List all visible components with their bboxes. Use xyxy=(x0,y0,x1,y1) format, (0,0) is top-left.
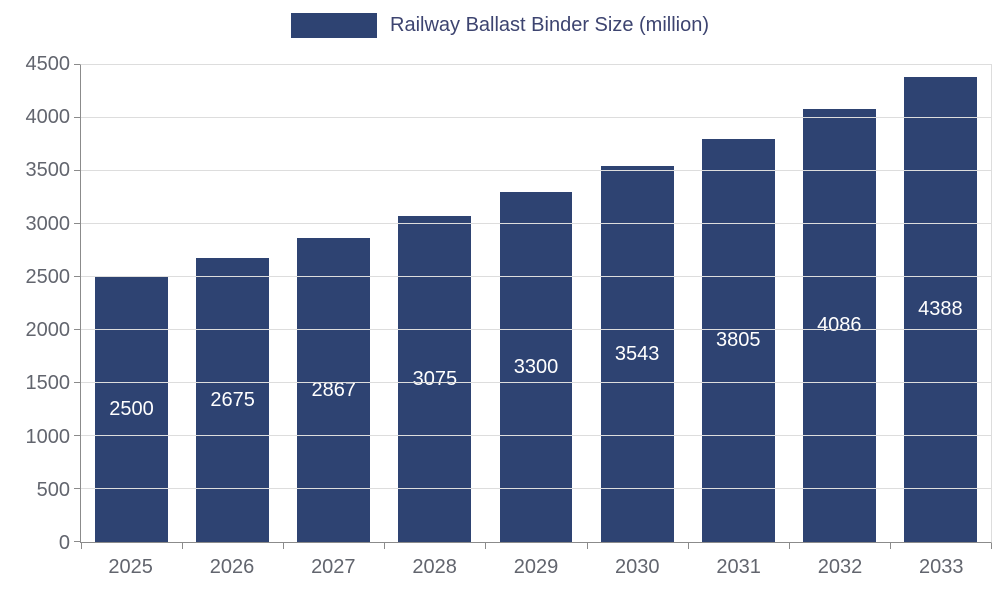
gridline xyxy=(81,170,991,171)
bar-column: 2867 xyxy=(283,65,384,542)
bar-value-label: 3300 xyxy=(513,355,559,378)
bar[interactable]: 2675 xyxy=(196,258,270,542)
bar-column: 3300 xyxy=(485,65,586,542)
bar[interactable]: 3075 xyxy=(398,216,472,542)
y-axis-tick xyxy=(74,541,80,542)
bar-value-label: 2675 xyxy=(210,388,255,411)
y-axis-tick-label: 2000 xyxy=(25,319,71,342)
x-axis-labels: 2025 2026 2027 2028 2029 2030 2031 2032 2033 xyxy=(80,556,992,579)
x-axis-category-label: 2029 xyxy=(513,556,559,578)
bar-column: 2500 xyxy=(81,65,182,542)
bar-value-label: 3543 xyxy=(614,342,660,365)
gridline xyxy=(81,435,991,436)
y-axis-tick-label: 0 xyxy=(58,532,70,554)
gridline xyxy=(81,117,991,118)
bar-column: 3805 xyxy=(688,65,789,542)
y-axis-tick-label: 1500 xyxy=(25,372,71,395)
y-axis-tick-label: 2500 xyxy=(25,265,71,288)
bar-value-label: 3805 xyxy=(715,328,761,351)
x-axis-category-label: 2025 xyxy=(108,556,153,578)
y-axis-tick-label: 3000 xyxy=(25,212,71,235)
x-axis-tick xyxy=(586,543,588,549)
x-axis-tick xyxy=(889,543,891,549)
x-axis-tick xyxy=(485,543,487,549)
bar[interactable]: 2867 xyxy=(297,238,371,542)
x-axis-category-label: 2032 xyxy=(817,556,863,578)
bar-value-label: 2500 xyxy=(109,398,154,420)
bar-column: 4388 xyxy=(890,65,991,542)
gridline xyxy=(81,329,991,330)
gridline xyxy=(81,276,991,277)
y-axis-tick xyxy=(74,64,80,65)
gridline xyxy=(81,488,991,489)
gridline xyxy=(81,223,991,225)
x-axis-category-label: 2031 xyxy=(716,556,761,578)
bar[interactable]: 3805 xyxy=(701,138,775,542)
bar-value-label: 4388 xyxy=(918,297,963,320)
y-axis-tick xyxy=(74,223,80,225)
y-axis-tick xyxy=(74,488,80,489)
plot-area: 2500 2675 2867 3075 3300 3543 3805 4086 4388 xyxy=(74,64,992,549)
bar[interactable]: 3543 xyxy=(600,166,674,542)
bar-value-label: 4086 xyxy=(817,313,862,336)
bar-column: 3075 xyxy=(384,65,485,542)
legend-label: Railway Ballast Binder Size (million) xyxy=(390,14,709,36)
bar-value-label: 2867 xyxy=(311,378,357,401)
legend-swatch-icon xyxy=(291,13,377,38)
gridline xyxy=(81,382,991,384)
x-axis-tick xyxy=(788,543,790,549)
y-axis-tick-label: 3500 xyxy=(25,159,71,182)
y-axis-tick xyxy=(74,382,80,384)
x-axis-tick xyxy=(81,543,82,549)
bar[interactable]: 3300 xyxy=(499,192,573,542)
legend[interactable]: Railway Ballast Binder Size (million) xyxy=(0,13,1000,38)
x-axis-tick xyxy=(991,543,992,549)
x-axis-category-label: 2028 xyxy=(412,556,457,578)
y-axis-tick xyxy=(74,170,80,171)
x-axis-category-label: 2030 xyxy=(615,556,660,578)
y-axis-tick xyxy=(74,276,80,277)
y-axis-tick-label: 1000 xyxy=(25,425,71,448)
bar-column: 2675 xyxy=(182,65,283,542)
x-axis-category-label: 2033 xyxy=(919,556,964,578)
y-axis-tick-label: 4000 xyxy=(25,106,71,129)
y-axis-tick xyxy=(74,329,80,330)
x-axis-tick xyxy=(384,543,386,549)
x-axis-tick xyxy=(283,543,285,549)
bar[interactable]: 4388 xyxy=(904,76,977,542)
x-axis-tick xyxy=(687,543,689,549)
y-axis-tick xyxy=(74,117,80,118)
x-axis-category-label: 2026 xyxy=(209,556,255,578)
y-axis-tick-label: 500 xyxy=(36,478,70,501)
x-axis-tick xyxy=(182,543,184,549)
y-axis-tick xyxy=(74,435,80,436)
y-axis: 0 500 1000 1500 2000 2500 3000 3500 4000 4500 xyxy=(0,54,71,553)
bars-container: 2500 2675 2867 3075 3300 3543 3805 4086 4388 xyxy=(81,65,991,542)
bar-value-label: 3075 xyxy=(412,367,458,390)
bar-column: 4086 xyxy=(789,65,890,542)
y-axis-tick-label: 4500 xyxy=(25,53,71,75)
bar[interactable]: 4086 xyxy=(802,108,876,542)
bar-column: 3543 xyxy=(587,65,688,542)
bar[interactable]: 2500 xyxy=(95,277,168,542)
x-axis-category-label: 2027 xyxy=(311,556,356,578)
